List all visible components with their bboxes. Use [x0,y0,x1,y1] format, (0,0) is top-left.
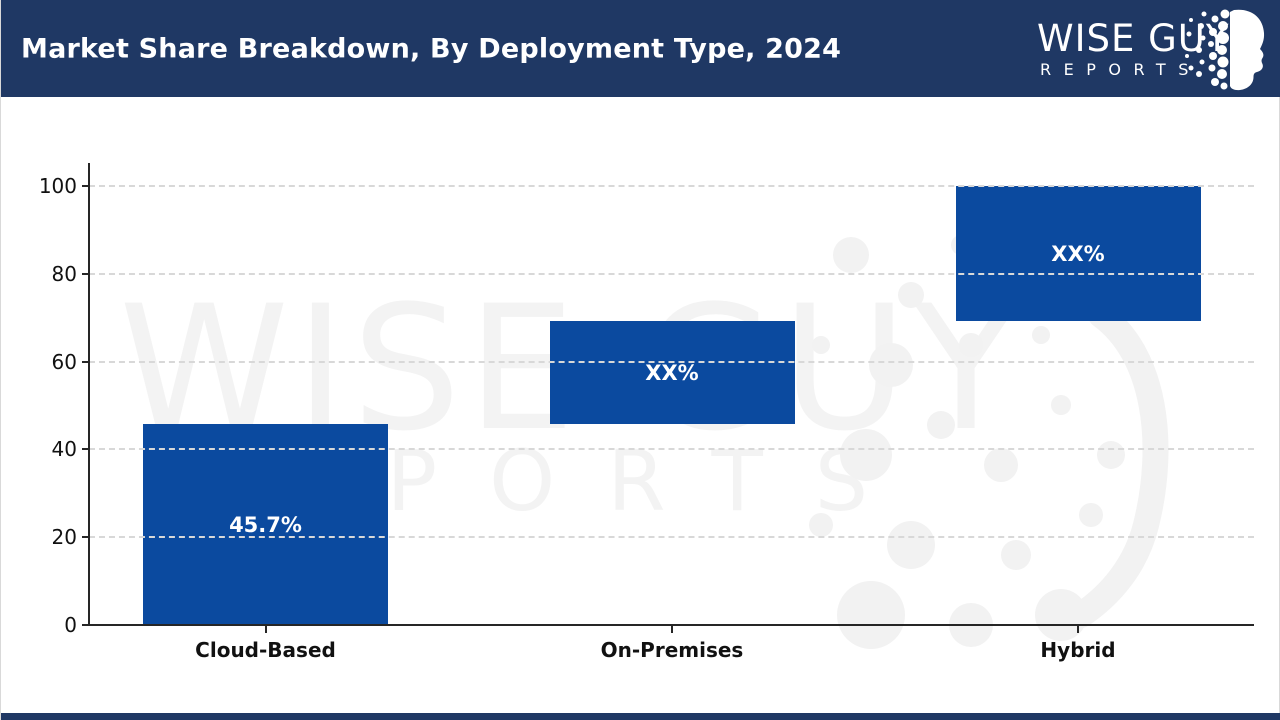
gridline-40 [89,448,1254,451]
y-tick-mark-0 [82,624,89,626]
x-category-label-on-premises: On-Premises [600,638,744,662]
bar-value-label: 45.7% [229,512,302,537]
y-tick-label-40: 40 [51,437,77,462]
y-tick-label-60: 60 [51,349,77,374]
y-tick-label-0: 0 [64,613,77,637]
y-tick-mark-40 [82,448,89,451]
x-tick-mark-2 [671,626,673,633]
y-tick-mark-100 [82,185,89,187]
gridline-20 [89,536,1254,539]
gridline-100 [89,185,1254,187]
brand-face-icon [1185,9,1265,91]
header-bar: Market Share Breakdown, By Deployment Ty… [1,0,1280,97]
brand-subname: REPORTS [1040,60,1201,79]
y-tick-label-80: 80 [51,261,77,286]
y-tick-mark-60 [82,360,89,363]
bar-on-premises: XX% [549,321,795,425]
brand-logo: WISE GUY REPORTS [1029,6,1269,92]
y-tick-label-20: 20 [51,525,77,550]
x-category-label-hybrid: Hybrid [1040,638,1116,662]
gridline-60 [89,360,1254,363]
y-tick-mark-80 [82,272,89,275]
x-axis-line [88,624,1254,626]
x-tick-mark-3 [1077,626,1079,633]
bar-value-label: XX% [645,360,699,385]
bar-cloud-based: 45.7% [143,424,388,625]
x-category-label-cloud-based: Cloud-Based [195,638,336,662]
footer-bar [1,713,1280,720]
y-tick-label-100: 100 [38,174,77,198]
y-axis-line [88,163,90,625]
page-title: Market Share Breakdown, By Deployment Ty… [21,33,842,64]
bar-value-label: XX% [1051,241,1105,266]
x-tick-mark-1 [264,626,267,633]
y-tick-mark-20 [82,536,89,539]
bar-hybrid: XX% [955,186,1201,322]
gridline-80 [89,272,1254,275]
